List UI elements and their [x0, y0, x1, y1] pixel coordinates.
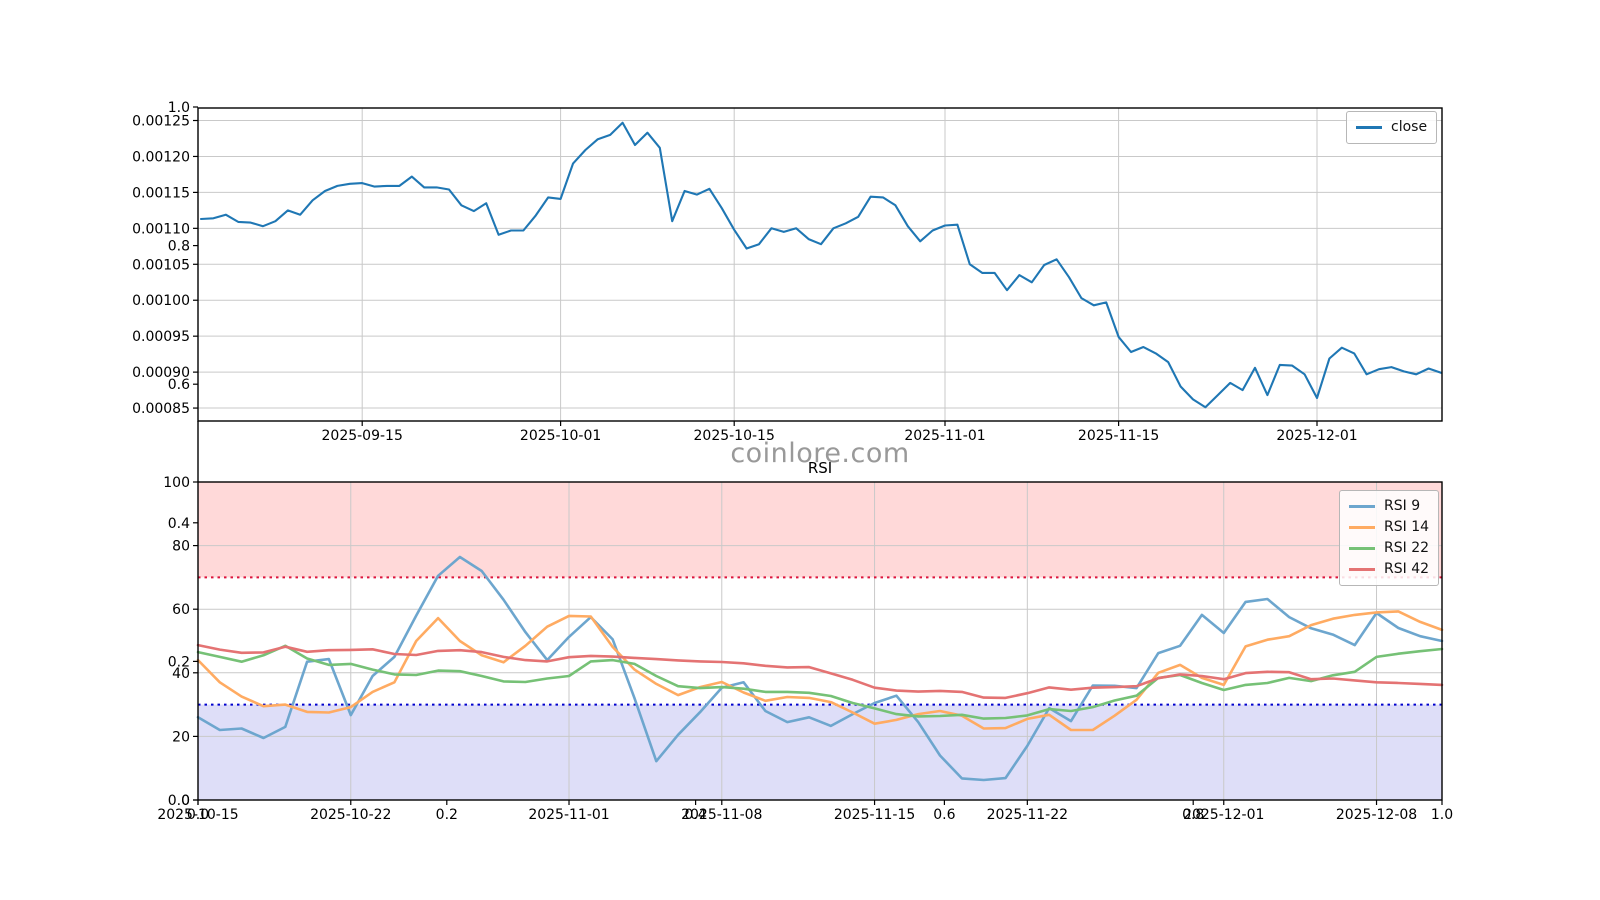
rsi-legend: RSI 9 RSI 14 RSI 22 RSI 42: [1339, 490, 1440, 586]
legend-item-rsi9: RSI 9: [1349, 496, 1429, 517]
overlay-xtick-label: 0.4: [684, 807, 706, 823]
price-ytick-label: 0.00090: [132, 365, 190, 381]
price-ytick-label: 0.00110: [132, 221, 190, 237]
overlay-ytick-label: 1.0: [168, 100, 190, 116]
overlay-ytick-label: 0.2: [168, 654, 190, 670]
rsi9-line-swatch: [1349, 505, 1375, 508]
close-line: [199, 121, 1443, 409]
rsi-14-line: [196, 610, 1444, 732]
legend-item-rsi42: RSI 42: [1349, 559, 1429, 580]
rsi42-legend-label: RSI 42: [1384, 561, 1430, 577]
price-ytick-label: 0.00105: [132, 257, 190, 273]
legend-item-close: close: [1356, 117, 1427, 138]
price-xtick-label: 2025-10-01: [520, 428, 601, 444]
overlay-xtick-label: 0.0: [187, 807, 209, 823]
legend-item-rsi14: RSI 14: [1349, 517, 1429, 538]
rsi-ytick-label: 40: [172, 666, 190, 682]
overlay-ytick-label: 0.6: [168, 377, 190, 393]
watermark: coinlore.com: [730, 438, 910, 469]
rsi-9-line: [196, 555, 1444, 782]
price-ytick-label: 0.00085: [132, 401, 190, 417]
overlay-ytick-label: 0.8: [168, 239, 190, 255]
overlay-xtick-label: 1.0: [1431, 807, 1453, 823]
overbought-band: [198, 482, 1442, 578]
overlay-xtick-label: 0.2: [436, 807, 458, 823]
rsi42-line-swatch: [1349, 568, 1375, 571]
rsi-ytick-label: 100: [163, 475, 190, 491]
price-xtick-label: 2025-10-15: [694, 428, 775, 444]
rsi-xtick-label: 2025-11-08: [681, 807, 762, 823]
price-ytick-label: 0.00125: [132, 114, 190, 130]
rsi-xtick-label: 2025-11-15: [834, 807, 915, 823]
price-ytick-label: 0.00115: [132, 185, 190, 201]
oversold-band: [198, 704, 1442, 800]
rsi-axes-frame: [197, 481, 1443, 801]
price-legend: close: [1346, 111, 1438, 144]
rsi14-legend-label: RSI 14: [1384, 519, 1430, 535]
rsi-22-line: [196, 644, 1444, 720]
rsi22-legend-label: RSI 22: [1384, 540, 1430, 556]
price-xtick-label: 2025-11-15: [1078, 428, 1159, 444]
rsi-ytick-label: 20: [172, 729, 190, 745]
rsi-xtick-label: 2025-10-15: [157, 807, 238, 823]
rsi-ytick-label: 80: [172, 539, 190, 555]
rsi-ytick-label: 0: [181, 793, 190, 809]
rsi-xtick-label: 2025-11-01: [528, 807, 609, 823]
overlay-xtick-label: 0.6: [933, 807, 955, 823]
overlay-ytick-label: 0.4: [168, 516, 190, 532]
rsi-xtick-label: 2025-12-08: [1336, 807, 1417, 823]
close-legend-label: close: [1391, 119, 1428, 135]
rsi9-legend-label: RSI 9: [1384, 498, 1421, 514]
price-ytick-label: 0.00100: [132, 293, 190, 309]
rsi-xtick-label: 2025-10-22: [310, 807, 391, 823]
price-xtick-label: 2025-09-15: [322, 428, 403, 444]
overlay-xtick-label: 0.8: [1182, 807, 1204, 823]
rsi-xtick-label: 2025-12-01: [1183, 807, 1264, 823]
price-xtick-label: 2025-11-01: [904, 428, 985, 444]
rsi-chart-title: RSI: [807, 459, 833, 477]
rsi14-line-swatch: [1349, 526, 1375, 529]
price-ytick-label: 0.00120: [132, 149, 190, 165]
legend-item-rsi22: RSI 22: [1349, 538, 1429, 559]
rsi-xtick-label: 2025-11-22: [987, 807, 1068, 823]
price-xtick-label: 2025-12-01: [1276, 428, 1357, 444]
price-ytick-label: 0.00095: [132, 329, 190, 345]
overlay-ytick-label: 0.0: [168, 793, 190, 809]
rsi22-line-swatch: [1349, 547, 1375, 550]
rsi-ytick-label: 60: [172, 602, 190, 618]
rsi-42-line: [196, 643, 1444, 700]
close-line-swatch: [1356, 126, 1382, 129]
